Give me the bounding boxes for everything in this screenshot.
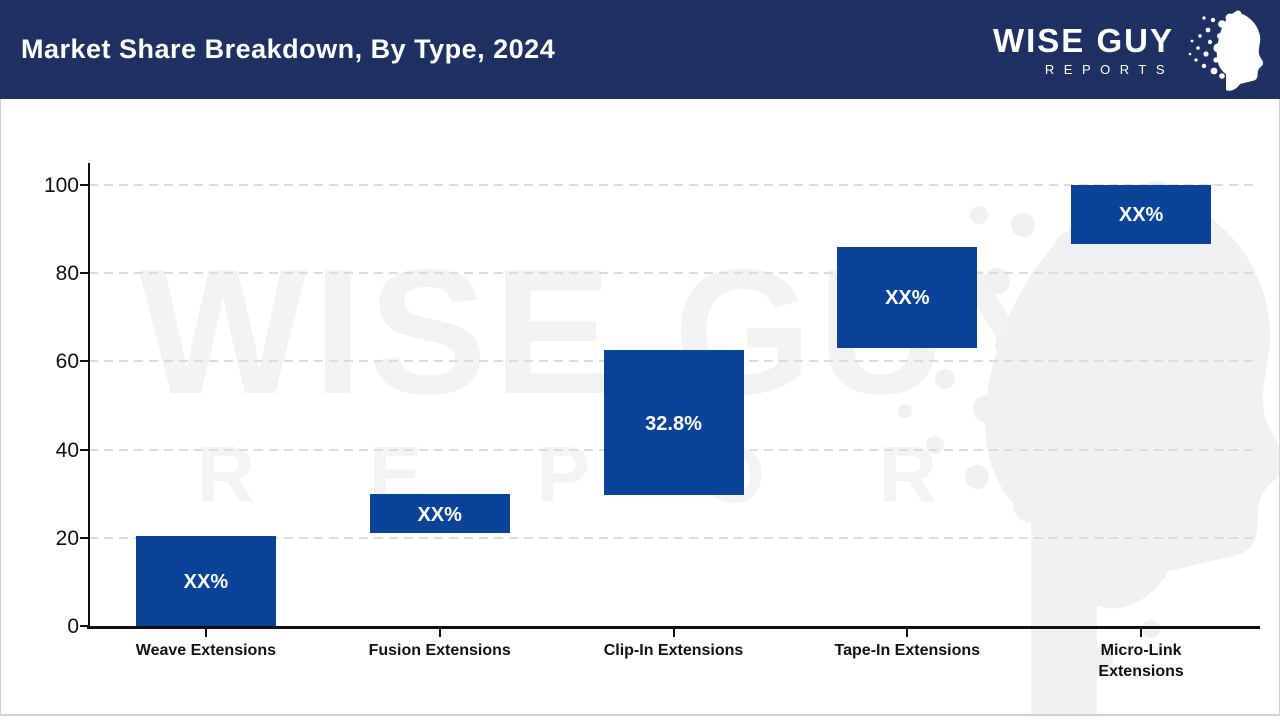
y-axis-tick-label: 100 xyxy=(43,174,79,197)
y-axis-tick-mark xyxy=(80,625,89,627)
bar-segment[interactable] xyxy=(837,246,978,349)
x-axis-line xyxy=(87,626,1260,629)
bar-value-label: XX% xyxy=(183,570,229,593)
category-label: Micro-Link Extensions xyxy=(1098,642,1184,680)
y-axis-tick-mark xyxy=(80,448,89,451)
waterfall-chart: 0 20 40 60 80 100 XX% Weave Extensions XX% Fusion… xyxy=(1,99,1279,714)
y-axis-tick-label: 0 xyxy=(67,615,79,638)
bar-value-label: XX% xyxy=(885,287,930,310)
y-axis-tick-label: 20 xyxy=(55,526,79,550)
y-axis-tick-label: 60 xyxy=(55,350,79,374)
bar-segment[interactable] xyxy=(603,350,744,496)
bar-value-label: XX% xyxy=(1118,204,1164,227)
y-axis-tick-mark xyxy=(80,360,89,363)
page-title: Market Share Breakdown, By Type, 2024 xyxy=(21,34,556,64)
header-banner: Market Share Breakdown, By Type, 2024 WI… xyxy=(0,0,1280,99)
y-axis-line xyxy=(88,163,90,628)
logo-head-icon xyxy=(1188,10,1264,91)
x-axis-tick-mark xyxy=(1140,629,1143,637)
bar-segment[interactable] xyxy=(135,535,276,626)
bar-value-label: XX% xyxy=(417,503,462,526)
y-gridline xyxy=(89,272,1258,275)
y-gridline xyxy=(89,184,1258,186)
logo-wordmark: WISE GUY xyxy=(992,21,1174,59)
x-axis-tick-mark xyxy=(438,629,441,637)
y-axis-tick-label: 40 xyxy=(55,438,79,462)
logo-subtitle: REPORTS xyxy=(1044,61,1174,77)
logo-text: WISE GUY REPORTS xyxy=(993,24,1174,77)
bar-value-label: 32.8% xyxy=(645,412,702,435)
y-axis-tick-mark xyxy=(80,536,89,539)
y-axis-tick-label: 80 xyxy=(55,262,79,286)
wise-guy-logo: WISE GUY REPORTS xyxy=(993,8,1266,92)
x-axis-tick-mark xyxy=(906,629,909,637)
category-label: Clip-In Extensions xyxy=(603,642,744,659)
x-axis-tick-mark xyxy=(204,629,207,637)
category-label: Fusion Extensions xyxy=(368,642,511,659)
category-label: Weave Extensions xyxy=(135,642,276,659)
bar-segment[interactable] xyxy=(369,493,510,534)
y-gridline xyxy=(89,536,1258,539)
category-label: Tape-In Extensions xyxy=(834,642,981,659)
chart-panel: WISE GUY R E P O R T S 020406080100XX%We… xyxy=(0,99,1280,716)
x-axis-tick-mark xyxy=(672,629,675,637)
y-axis-tick-mark xyxy=(80,184,89,186)
y-axis-tick-mark xyxy=(80,272,89,275)
